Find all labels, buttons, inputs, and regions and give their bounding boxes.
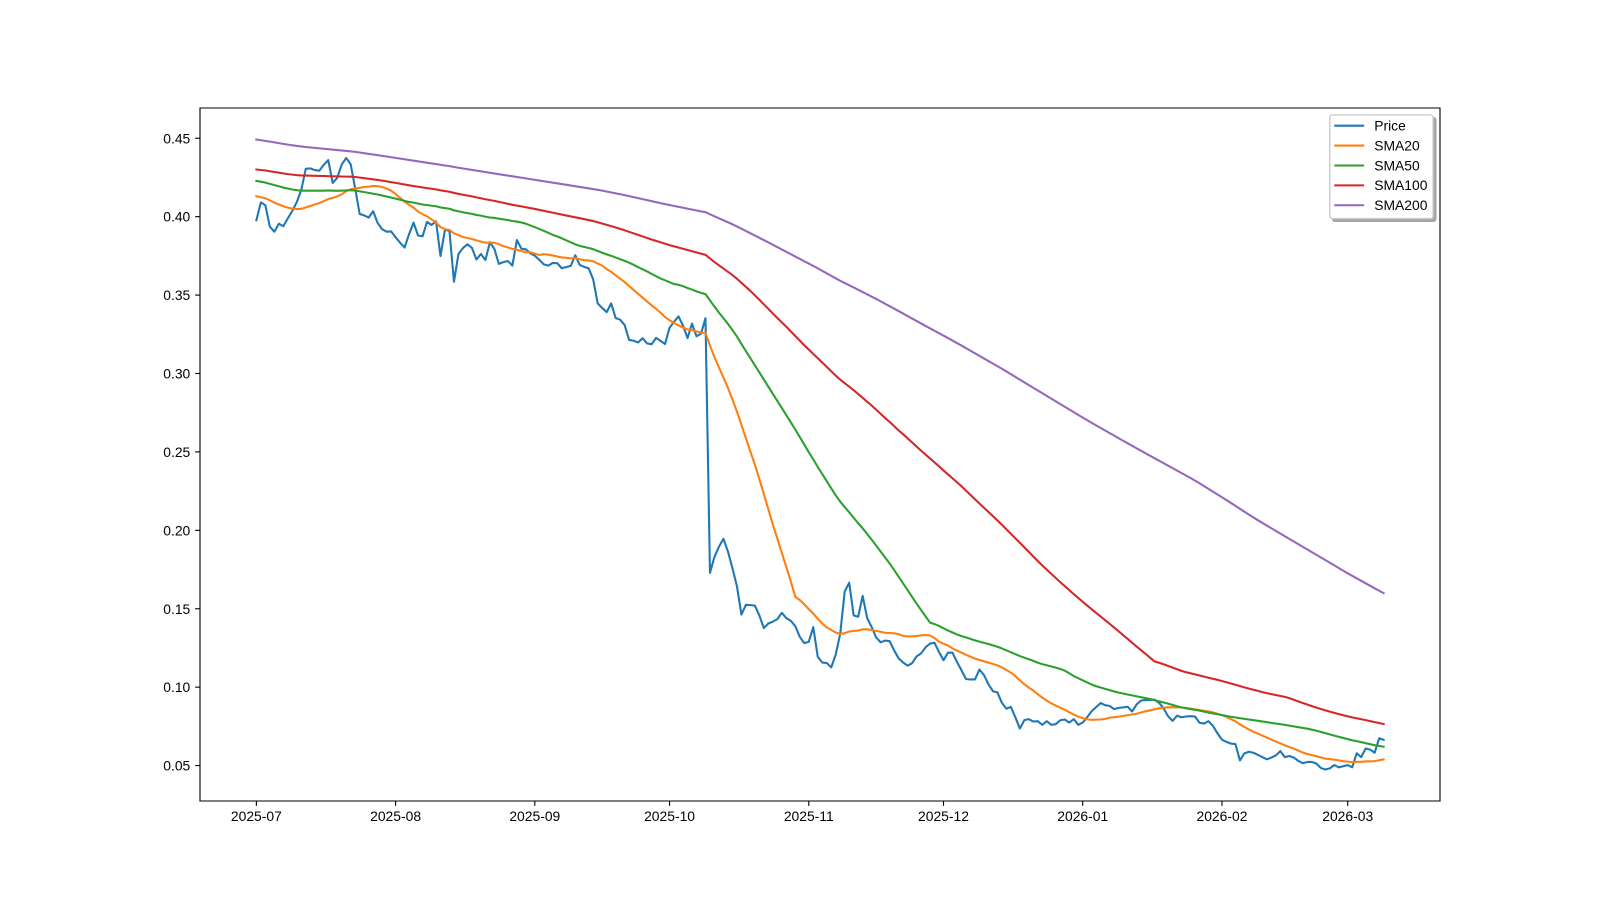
svg-text:2026-02: 2026-02 bbox=[1196, 808, 1247, 824]
svg-text:SMA100: SMA100 bbox=[1374, 177, 1428, 193]
svg-text:2025-10: 2025-10 bbox=[644, 808, 695, 824]
svg-text:0.25: 0.25 bbox=[163, 444, 190, 460]
svg-text:0.15: 0.15 bbox=[163, 601, 190, 617]
svg-text:0.45: 0.45 bbox=[163, 130, 190, 146]
svg-text:2026-03: 2026-03 bbox=[1322, 808, 1373, 824]
svg-text:SMA20: SMA20 bbox=[1374, 137, 1420, 153]
svg-text:SMA200: SMA200 bbox=[1374, 197, 1428, 213]
svg-text:0.30: 0.30 bbox=[163, 366, 190, 382]
svg-text:2025-08: 2025-08 bbox=[370, 808, 421, 824]
svg-text:2026-01: 2026-01 bbox=[1057, 808, 1108, 824]
svg-text:Price: Price bbox=[1374, 118, 1406, 134]
svg-text:0.35: 0.35 bbox=[163, 287, 190, 303]
svg-text:2025-07: 2025-07 bbox=[231, 808, 282, 824]
svg-text:0.20: 0.20 bbox=[163, 522, 190, 538]
svg-text:2025-12: 2025-12 bbox=[918, 808, 969, 824]
svg-text:SMA50: SMA50 bbox=[1374, 157, 1420, 173]
svg-text:2025-09: 2025-09 bbox=[509, 808, 560, 824]
svg-text:0.40: 0.40 bbox=[163, 209, 190, 225]
svg-text:0.05: 0.05 bbox=[163, 758, 190, 774]
svg-text:2025-11: 2025-11 bbox=[784, 808, 834, 824]
svg-text:0.10: 0.10 bbox=[163, 679, 190, 695]
